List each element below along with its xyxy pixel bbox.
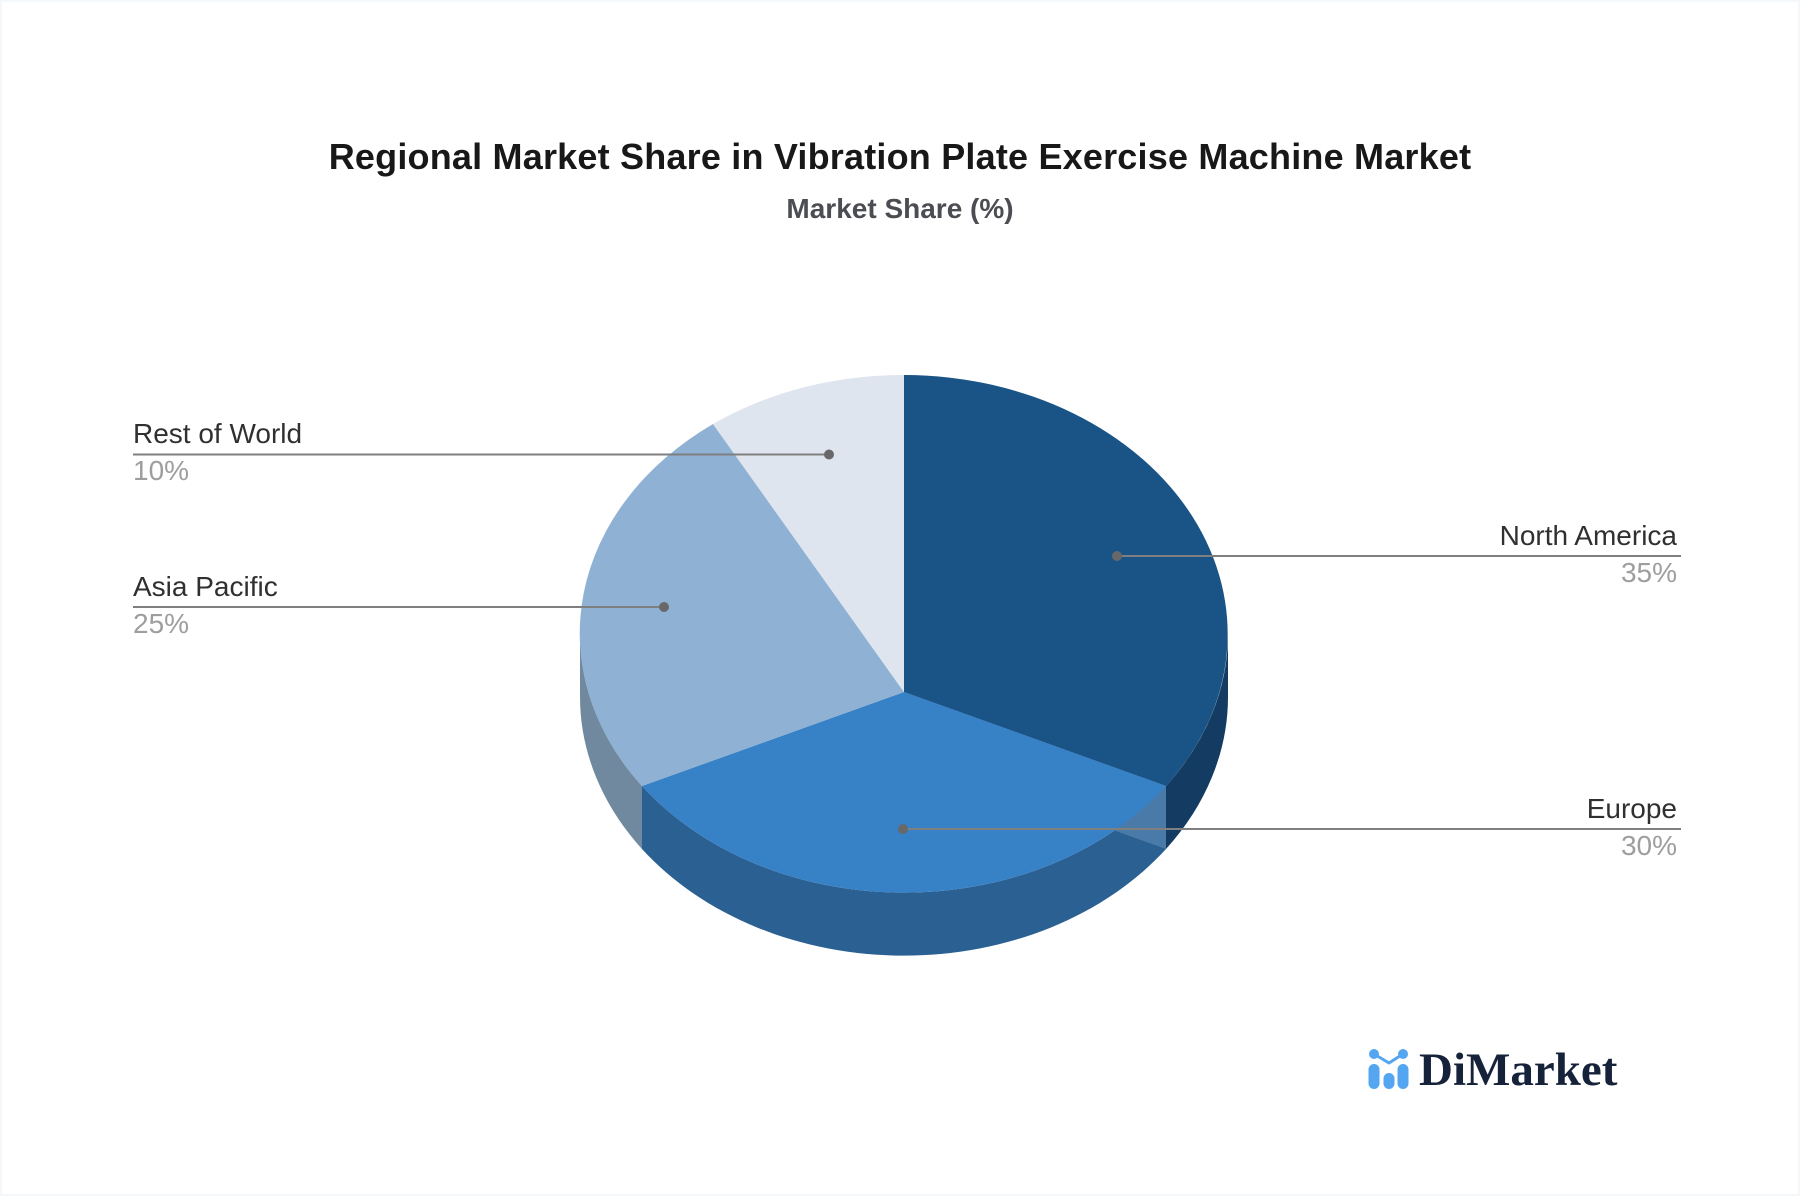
callout-label-north-america: North America — [1499, 520, 1677, 551]
callout-value-north-america: 35% — [1620, 557, 1677, 588]
callout-value-asia-pacific: 25% — [133, 608, 190, 639]
leader-dot-north-america — [1112, 551, 1122, 561]
pie-slice-north-america[interactable] — [904, 375, 1228, 786]
pie-slice-asia-pacific[interactable] — [579, 424, 904, 786]
callout-label-rest-of-world: Rest of World — [133, 418, 303, 449]
pie-side-asia-pacific — [580, 634, 642, 849]
pie-side-north-america — [1166, 634, 1228, 849]
pie-side-europe — [642, 786, 1166, 956]
leader-dot-europe — [898, 824, 908, 834]
callout-label-asia-pacific: Asia Pacific — [133, 571, 278, 602]
callout-value-europe: 30% — [1620, 830, 1677, 861]
pie-slice-europe[interactable] — [642, 692, 1166, 893]
callout-label-europe: Europe — [1586, 793, 1677, 824]
leader-dot-rest-of-world — [824, 449, 834, 460]
logo-wordmark: DiMarket — [1419, 1044, 1618, 1096]
bar-line-chart-icon — [1368, 1049, 1409, 1089]
leader-dot-asia-pacific — [659, 602, 669, 612]
chart-subtitle: Market Share (%) — [786, 193, 1014, 224]
chart-title: Regional Market Share in Vibration Plate… — [328, 136, 1472, 177]
callout-value-rest-of-world: 10% — [133, 455, 190, 486]
